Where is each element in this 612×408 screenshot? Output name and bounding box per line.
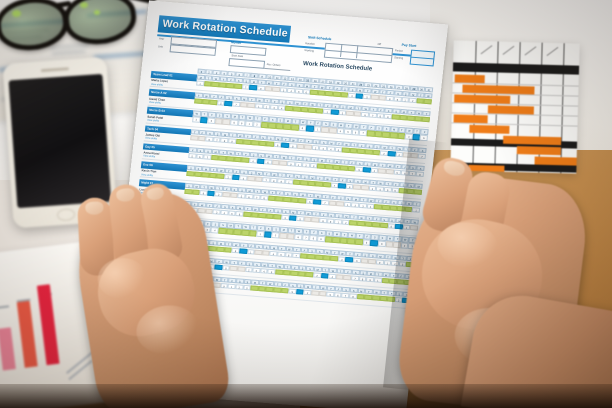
eyeglass-lens-left: [0, 0, 71, 55]
panel-caption-pay-start: Pay Start: [401, 42, 417, 48]
bottom-shadow: [0, 384, 612, 408]
date-header-cell: 31: [425, 86, 434, 93]
gantt-bar: [469, 124, 510, 134]
gantt-bar: [453, 114, 488, 124]
panel-column-off: Off: [377, 42, 382, 47]
day-header-cell: W: [424, 92, 433, 99]
day-header-cell: T: [422, 110, 431, 117]
gantt-bar: [454, 74, 485, 84]
form-subtitle: Work Rotation Schedule: [302, 60, 373, 73]
schedule-cell[interactable]: 7: [417, 153, 427, 159]
field-input-start-date[interactable]: [228, 58, 266, 69]
eyeglass-lens-right: [61, 0, 139, 49]
schedule-cell[interactable]: [410, 225, 419, 232]
day-header-cell: S: [416, 165, 425, 171]
gantt-bar: [503, 135, 562, 146]
phone-home-button: [56, 208, 76, 222]
field-label-rev-orders: Rev. Orders: [266, 63, 281, 68]
panel-row-label-starting: Starting: [394, 56, 404, 60]
day-header-cell: S: [418, 147, 427, 153]
project-gantt-sheet: [450, 40, 580, 174]
gantt-bar: [487, 105, 535, 115]
gantt-bar: [534, 156, 577, 166]
schedule-cell[interactable]: [413, 189, 423, 195]
gantt-header-band: [452, 62, 580, 75]
schedule-cell[interactable]: 8: [415, 171, 425, 177]
schedule-cell[interactable]: [421, 116, 430, 123]
panel-input-starting[interactable]: [409, 56, 435, 67]
eyeglasses: [0, 0, 157, 55]
day-header-cell: W: [410, 219, 419, 226]
schedule-cell[interactable]: [423, 98, 432, 105]
phone-speaker: [40, 67, 69, 73]
day-header-cell: M: [414, 183, 423, 189]
phone-screen: [8, 73, 112, 209]
day-header-cell: T: [412, 201, 421, 208]
day-header-cell: F: [420, 128, 429, 135]
panel-caption-shift-schedule: Shift Schedule: [307, 35, 332, 42]
gantt-bar: [516, 146, 561, 156]
panel-row-label-period: Period: [394, 49, 403, 53]
field-label-year: Year: [158, 37, 165, 41]
panel-row-label-working: Working: [304, 49, 315, 53]
gantt-bar: [454, 94, 511, 104]
field-label-unit: Unit: [157, 45, 163, 49]
schedule-cell[interactable]: 1: [411, 207, 421, 214]
schedule-cell[interactable]: 6: [419, 134, 429, 141]
field-caption-month: Month: [230, 40, 242, 45]
